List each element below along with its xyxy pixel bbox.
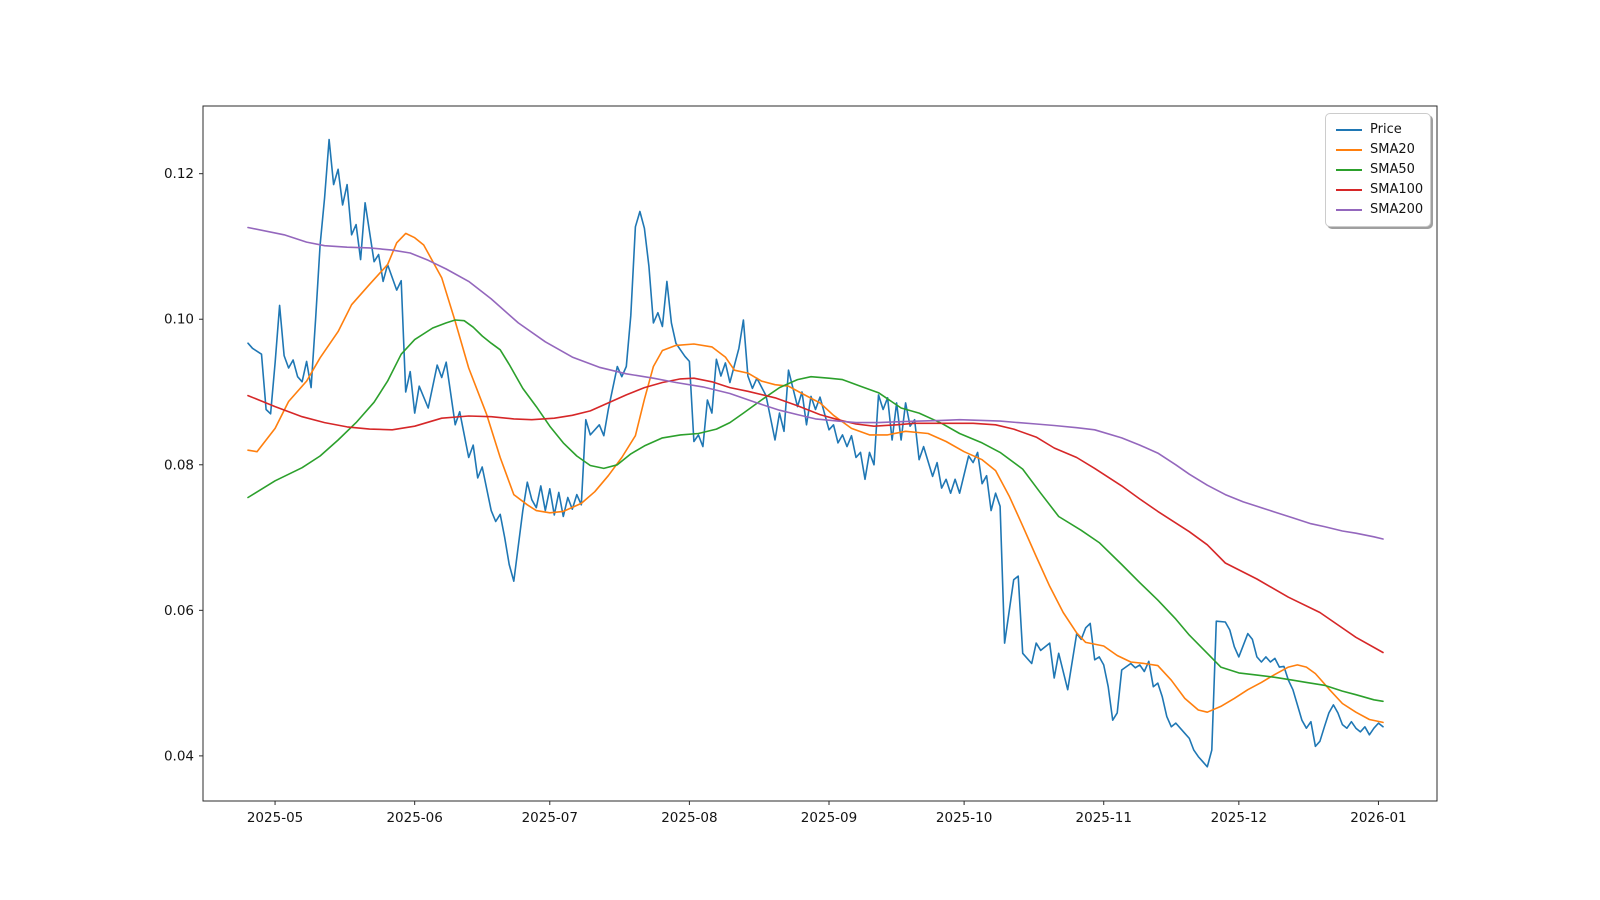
legend-item: SMA200 [1336, 200, 1424, 220]
legend-item: SMA20 [1336, 140, 1422, 160]
x-tick-label: 2025-10 [936, 810, 992, 826]
legend-item: SMA100 [1336, 180, 1424, 200]
plot-border [202, 105, 1438, 802]
legend-label: SMA200 [1370, 202, 1424, 217]
sma50-line [247, 319, 1384, 703]
x-tick-label: 2025-12 [1211, 810, 1267, 826]
x-tick-label: 2025-07 [522, 810, 578, 826]
plot-background [203, 106, 1437, 801]
legend-label: SMA50 [1370, 162, 1415, 177]
legend-item: Price [1336, 120, 1422, 140]
x-tick-label: 2025-08 [661, 810, 717, 826]
x-tick-label: 2026-01 [1350, 810, 1406, 826]
legend-label: SMA20 [1370, 142, 1415, 157]
y-tick-label: 0.10 [164, 312, 194, 328]
legend-label: Price [1370, 122, 1402, 137]
price-legend-line-sample [1336, 129, 1362, 131]
y-tick-label: 0.12 [164, 166, 194, 182]
y-tick-label: 0.04 [164, 748, 194, 764]
sma100-line [247, 377, 1384, 654]
legend: Price SMA20 SMA50 SMA100 SMA200 [1325, 113, 1431, 227]
x-tick-label: 2025-05 [247, 810, 303, 826]
sma50-legend-line-sample [1336, 169, 1362, 171]
sma200-legend-line-sample [1336, 209, 1362, 211]
sma20-line [247, 232, 1384, 724]
sma20-legend-line-sample [1336, 149, 1362, 151]
legend-label: SMA100 [1370, 182, 1424, 197]
legend-item: SMA50 [1336, 160, 1422, 180]
y-tick-label: 0.06 [164, 603, 194, 619]
sma200-line [247, 226, 1384, 540]
sma100-legend-line-sample [1336, 189, 1362, 191]
y-tick-label: 0.08 [164, 457, 194, 473]
x-tick-label: 2025-06 [386, 810, 442, 826]
price-line [247, 138, 1384, 768]
x-tick-label: 2025-11 [1076, 810, 1132, 826]
x-tick-label: 2025-09 [801, 810, 857, 826]
